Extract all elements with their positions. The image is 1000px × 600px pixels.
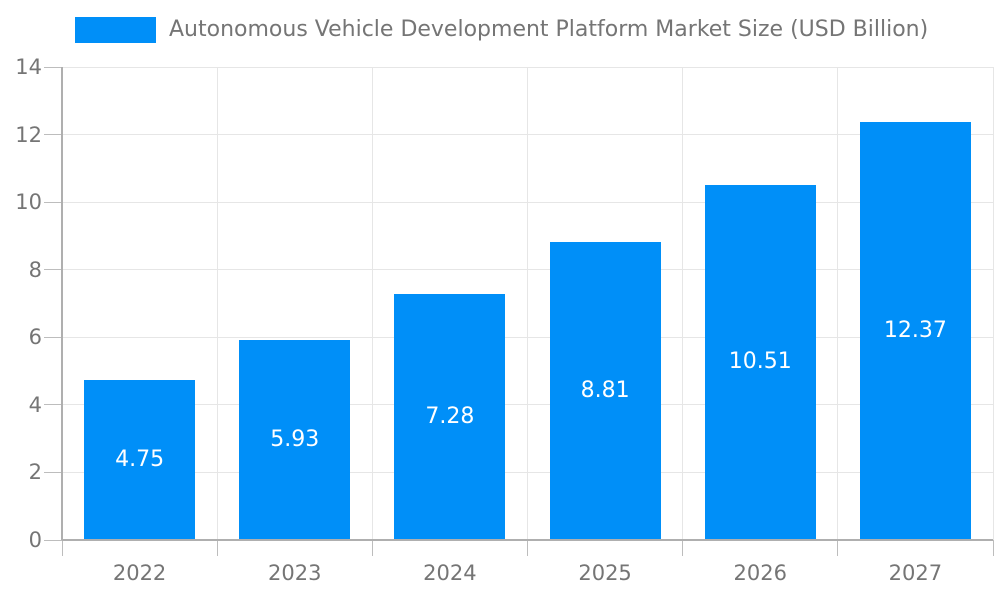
y-tick-label: 4: [28, 392, 42, 417]
y-tick: [44, 201, 62, 203]
y-tick-label: 0: [28, 528, 42, 552]
y-tick: [44, 336, 62, 338]
y-tick: [44, 471, 62, 473]
y-tick: [44, 66, 62, 68]
bar[interactable]: 10.51: [704, 184, 816, 540]
bar[interactable]: 12.37: [859, 122, 971, 540]
y-tick-label: 2: [28, 460, 42, 485]
legend-label: Autonomous Vehicle Development Platform …: [169, 17, 929, 42]
x-gridline: [682, 67, 684, 540]
y-tick-label: 14: [15, 55, 42, 79]
legend-swatch: [75, 17, 156, 43]
x-tick-label: 2026: [733, 561, 787, 585]
bar-value-label: 8.81: [580, 378, 630, 404]
x-tick-label: 2022: [112, 561, 167, 585]
x-tick: [216, 540, 218, 556]
x-tick: [61, 540, 63, 556]
x-tick-label: 2024: [423, 561, 477, 585]
x-tick: [992, 540, 994, 556]
y-tick: [44, 134, 62, 136]
x-tick-label: 2025: [578, 561, 632, 585]
y-tick: [44, 269, 62, 271]
x-tick-label: 2027: [888, 561, 943, 585]
bar[interactable]: 8.81: [549, 242, 661, 540]
x-tick: [837, 540, 839, 556]
bar[interactable]: 4.75: [84, 379, 196, 540]
y-tick: [44, 404, 62, 406]
plot-area: 4.75 5.93 7.28 8.81 10.51 12.37: [62, 66, 994, 540]
x-tick: [371, 540, 373, 556]
y-axis-line: [61, 67, 63, 540]
x-axis-line: [62, 539, 993, 541]
bar-value-label: 10.51: [728, 349, 792, 375]
x-tick: [527, 540, 528, 556]
bar-value-label: 5.93: [270, 426, 320, 452]
y-tick-label: 8: [28, 257, 42, 282]
x-tick-label: 2023: [268, 561, 322, 585]
x-gridline: [371, 67, 373, 540]
y-tick-label: 6: [28, 325, 42, 350]
legend[interactable]: Autonomous Vehicle Development Platform …: [75, 17, 928, 43]
x-gridline: [992, 67, 994, 540]
bar-value-label: 7.28: [425, 404, 475, 429]
y-tick-label: 10: [15, 190, 42, 215]
x-gridline: [216, 67, 218, 540]
bar[interactable]: 5.93: [239, 339, 351, 540]
bar-value-label: 4.75: [115, 446, 165, 472]
bar-value-label: 12.37: [883, 318, 947, 344]
x-gridline: [527, 67, 528, 540]
x-tick: [682, 540, 684, 556]
x-gridline: [837, 67, 839, 540]
y-tick: [44, 539, 62, 541]
bar[interactable]: 7.28: [394, 294, 506, 540]
y-tick-label: 12: [15, 122, 42, 147]
